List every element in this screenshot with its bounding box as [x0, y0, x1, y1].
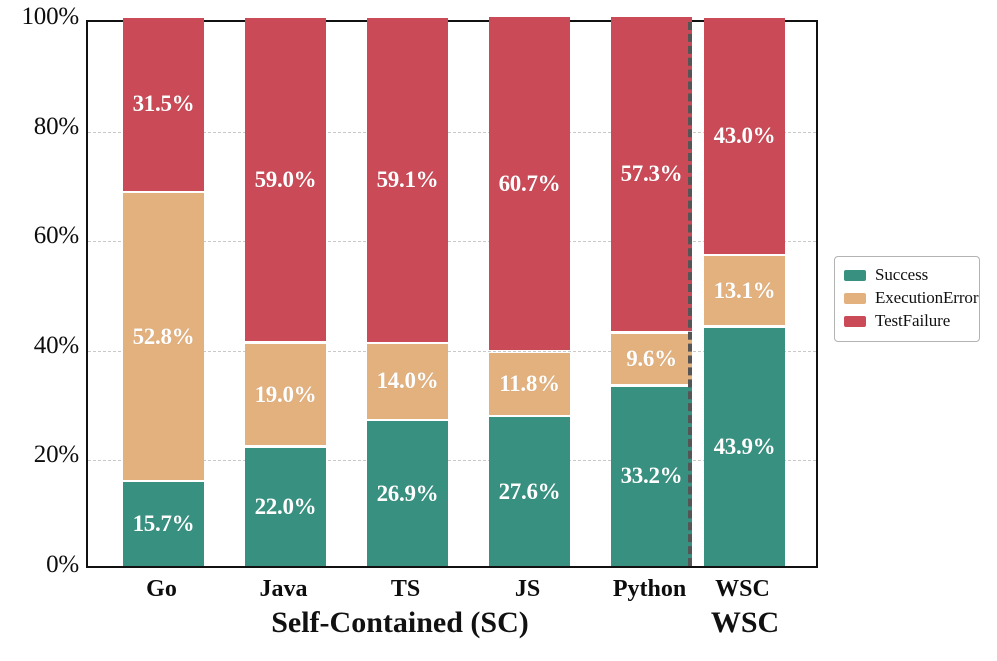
gridline-60 [88, 241, 816, 243]
bar-segment-label: 59.0% [254, 166, 317, 192]
y-tick-label: 80% [33, 112, 79, 140]
legend-item-testfailure[interactable]: TestFailure [844, 310, 971, 332]
gridline-80 [88, 131, 816, 133]
bar-segment-label: 43.9% [713, 433, 776, 459]
y-tick-label: 20% [33, 441, 79, 469]
legend-item-success[interactable]: Success [844, 264, 971, 286]
bar-segment-go-testfailure[interactable]: 31.5% [123, 18, 204, 191]
bar-group-js[interactable]: 27.6% 11.8% 60.7% [489, 17, 570, 566]
group-label-1: WSC [710, 606, 780, 639]
bar-group-ts[interactable]: 26.9% 14.0% 59.1% [367, 18, 448, 566]
y-tick-label: 40% [33, 331, 79, 359]
x-tick-label-js: JS [514, 576, 541, 602]
y-tick-label: 0% [46, 551, 79, 578]
legend-swatch-icon [844, 292, 866, 304]
group-divider-line [688, 22, 692, 566]
bar-segment-java-success[interactable]: 22.0% [245, 447, 326, 566]
bar-segment-label: 14.0% [376, 368, 439, 394]
group-label-0: Self-Contained (SC) [271, 606, 529, 639]
bar-segment-wsc-executionerror[interactable]: 13.1% [704, 256, 785, 326]
bar-segment-wsc-testfailure[interactable]: 43.0% [704, 18, 785, 254]
y-tick-label: 100% [21, 3, 79, 30]
bar-group-wsc[interactable]: 43.9% 13.1% 43.0% [704, 18, 785, 566]
legend-swatch-icon [844, 315, 866, 327]
bar-segment-ts-success[interactable]: 26.9% [367, 421, 448, 566]
bar-segment-python-executionerror[interactable]: 9.6% [611, 333, 692, 385]
x-tick-label-go: Go [146, 576, 177, 602]
bar-segment-js-testfailure[interactable]: 60.7% [489, 17, 570, 351]
gridline-40 [88, 350, 816, 352]
bar-segment-label: 60.7% [498, 170, 561, 196]
chart-legend: Success ExecutionError TestFailure [834, 256, 980, 342]
bar-segment-go-success[interactable]: 15.7% [123, 482, 204, 566]
bar-group-java[interactable]: 22.0% 19.0% 59.0% [245, 18, 326, 566]
x-tick-label-wsc: WSC [715, 576, 770, 602]
legend-label: TestFailure [875, 311, 951, 330]
plot-inner: 15.7% 52.8% 31.5% 22.0% 19.0% 59.0% 26.9% 14.0%… [88, 17, 816, 566]
plot-area: 15.7% 52.8% 31.5% 22.0% 19.0% 59.0% 26.9% 14.0%… [86, 17, 818, 568]
bar-segment-js-executionerror[interactable]: 11.8% [489, 352, 570, 415]
bar-segment-go-executionerror[interactable]: 52.8% [123, 193, 204, 480]
bar-segment-label: 13.1% [713, 277, 776, 303]
x-tick-label-java: Java [259, 576, 308, 602]
bar-segment-label: 52.8% [132, 323, 195, 349]
bar-group-go[interactable]: 15.7% 52.8% 31.5% [123, 18, 204, 566]
bar-segment-js-success[interactable]: 27.6% [489, 417, 570, 566]
bar-segment-python-success[interactable]: 33.2% [611, 386, 692, 566]
bar-segment-label: 15.7% [132, 511, 195, 537]
bar-segment-label: 22.0% [254, 493, 317, 519]
bar-segment-label: 26.9% [376, 480, 439, 506]
legend-item-executionerror[interactable]: ExecutionError [844, 287, 978, 309]
y-tick-label: 60% [33, 222, 79, 250]
bar-segment-java-testfailure[interactable]: 59.0% [245, 18, 326, 342]
bar-segment-ts-testfailure[interactable]: 59.1% [367, 18, 448, 342]
legend-swatch-icon [844, 269, 866, 281]
bar-segment-python-testfailure[interactable]: 57.3% [611, 17, 692, 332]
bar-segment-label: 57.3% [620, 161, 683, 187]
bar-segment-label: 33.2% [620, 463, 683, 489]
bar-group-python[interactable]: 33.2% 9.6% 57.3% [611, 17, 692, 566]
bar-segment-ts-executionerror[interactable]: 14.0% [367, 344, 448, 419]
bar-segment-label: 11.8% [499, 370, 560, 396]
bar-segment-label: 27.6% [498, 478, 561, 504]
x-tick-label-python: Python [612, 576, 687, 602]
bar-segment-label: 31.5% [132, 91, 195, 117]
bar-segment-java-executionerror[interactable]: 19.0% [245, 343, 326, 446]
bar-segment-wsc-success[interactable]: 43.9% [704, 327, 785, 566]
legend-label: ExecutionError [875, 288, 979, 307]
bar-segment-label: 59.1% [376, 166, 439, 192]
legend-label: Success [875, 265, 929, 284]
gridline-20 [88, 460, 816, 462]
bar-segment-label: 9.6% [626, 346, 677, 372]
bar-segment-label: 43.0% [713, 122, 776, 148]
x-tick-label-ts: TS [390, 576, 421, 602]
bar-segment-label: 19.0% [254, 381, 317, 407]
